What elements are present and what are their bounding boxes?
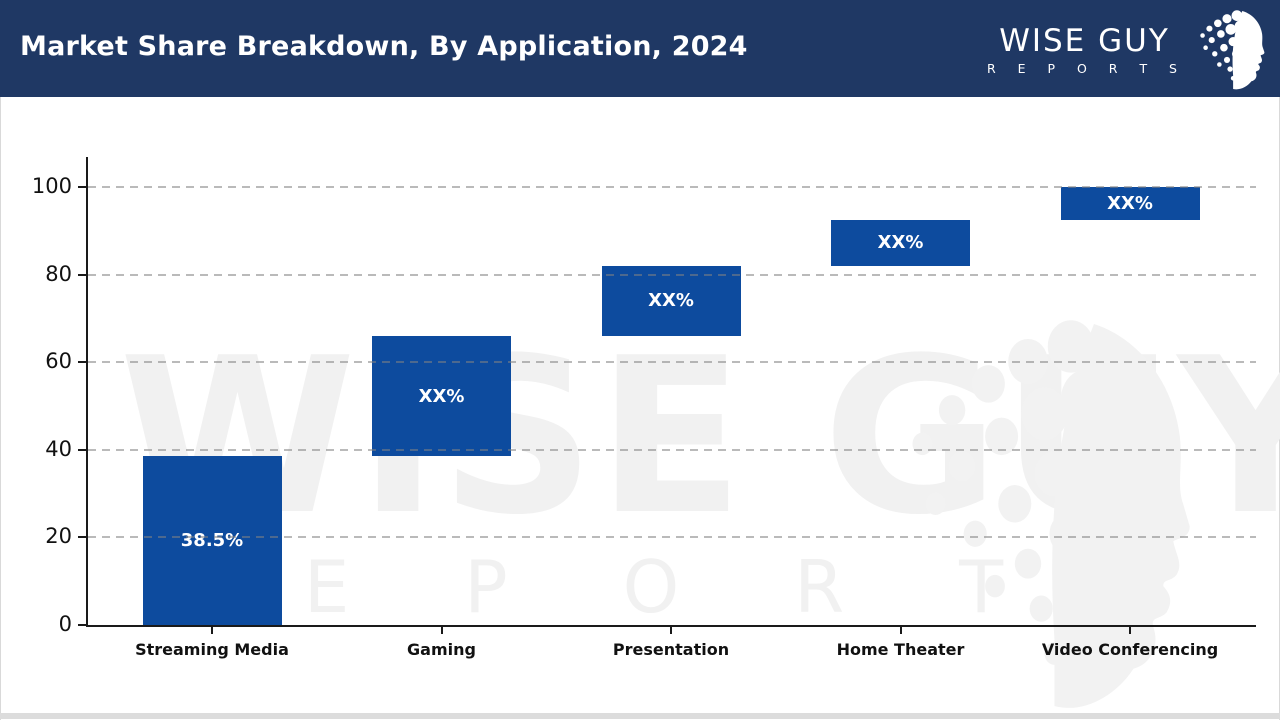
- x-tick-mark: [899, 627, 902, 634]
- bar-value-label: XX%: [877, 232, 924, 254]
- brand-name: WISE GUY: [999, 23, 1170, 59]
- y-tick-mark: [78, 536, 86, 539]
- chart-bar-gaming: XX%: [372, 335, 511, 457]
- x-tick-mark: [440, 627, 443, 634]
- bottom-strip: [0, 713, 1280, 719]
- bar-value-label: XX%: [648, 290, 694, 312]
- bar-value-label: XX%: [1107, 192, 1153, 214]
- x-tick-mark: [211, 627, 213, 634]
- y-tick-mark: [78, 624, 86, 626]
- x-tick-mark: [670, 627, 672, 634]
- y-axis-label: 20: [45, 524, 72, 549]
- y-axis-spine: [86, 157, 88, 627]
- gridline-60: [88, 361, 1256, 364]
- chart-bar-video-conferencing: XX%: [1060, 187, 1200, 220]
- x-axis-label: Presentation: [612, 640, 730, 659]
- y-axis-label: 40: [45, 436, 72, 461]
- x-axis-label: Gaming: [407, 640, 476, 659]
- gridline-100: [88, 186, 1256, 188]
- y-axis-label: 80: [45, 261, 72, 286]
- brand-logo-text: WISE GUY R E P O R T S: [983, 24, 1186, 76]
- page-title: Market Share Breakdown, By Application, …: [20, 31, 748, 62]
- x-tick-mark: [1129, 627, 1131, 634]
- bar-value-label: 38.5%: [180, 530, 244, 552]
- y-tick-mark: [78, 186, 86, 188]
- y-tick-mark: [78, 273, 86, 276]
- bar-value-label: XX%: [418, 385, 465, 407]
- chart-bar-presentation: XX%: [601, 265, 741, 336]
- y-axis-label: 100: [31, 174, 72, 198]
- wise-guy-head-icon: [1200, 10, 1265, 90]
- x-axis-label: Streaming Media: [135, 640, 289, 659]
- x-axis-label: Home Theater: [836, 640, 965, 659]
- y-axis-label: 0: [58, 612, 72, 636]
- x-axis-spine: [86, 625, 1256, 627]
- y-tick-mark: [78, 448, 86, 451]
- app-header: Market Share Breakdown, By Application, …: [0, 0, 1280, 97]
- y-tick-mark: [78, 361, 86, 364]
- chart-bar-streaming-media: 38.5%: [142, 456, 282, 625]
- chart-bar-home-theater: XX%: [831, 219, 970, 266]
- brand-subtitle: R E P O R T S: [986, 61, 1186, 76]
- brand-logo: WISE GUY R E P O R T S: [983, 6, 1266, 94]
- gridline-20: [88, 536, 1256, 539]
- gridline-80: [88, 273, 1256, 276]
- x-axis-label: Video Conferencing: [1041, 640, 1219, 659]
- gridline-40: [88, 448, 1256, 451]
- y-axis-label: 60: [45, 349, 72, 374]
